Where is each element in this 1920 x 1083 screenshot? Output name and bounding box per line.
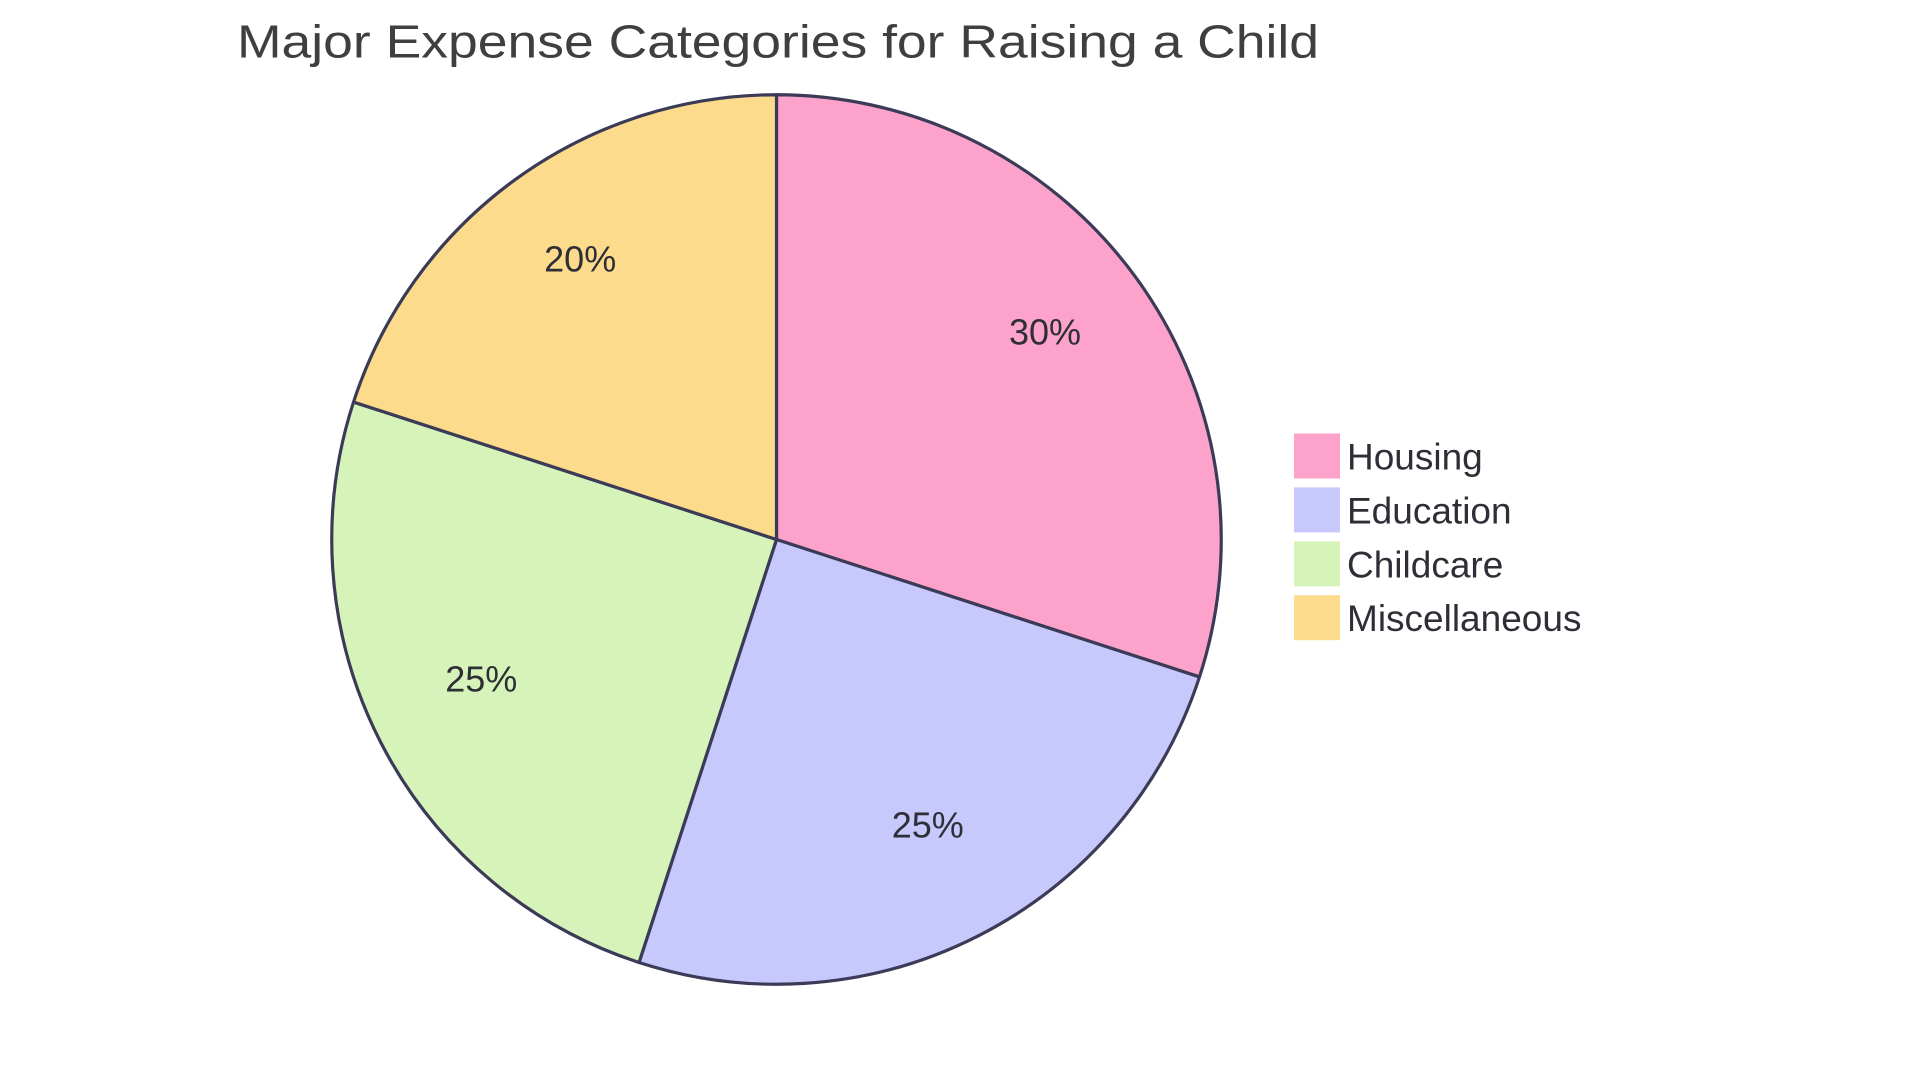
- svg-text:Childcare: Childcare: [1347, 544, 1503, 585]
- svg-text:Miscellaneous: Miscellaneous: [1347, 598, 1581, 639]
- svg-text:20%: 20%: [544, 238, 616, 279]
- svg-text:25%: 25%: [892, 805, 964, 846]
- svg-text:Major Expense Categories for R: Major Expense Categories for Raising a C…: [237, 16, 1319, 68]
- svg-text:30%: 30%: [1009, 312, 1081, 353]
- svg-text:Housing: Housing: [1347, 437, 1483, 478]
- svg-text:25%: 25%: [445, 658, 517, 699]
- svg-text:Education: Education: [1347, 490, 1512, 531]
